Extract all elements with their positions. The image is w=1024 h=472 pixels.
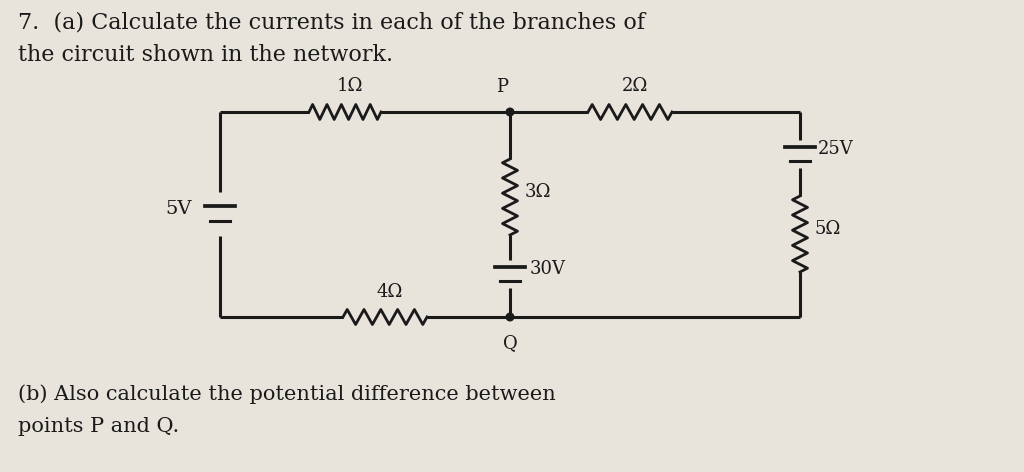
Text: 5V: 5V xyxy=(166,200,193,218)
Text: 3Ω: 3Ω xyxy=(525,183,552,201)
Text: 30V: 30V xyxy=(530,260,566,278)
Text: 7.  (a) Calculate the currents in each of the branches of: 7. (a) Calculate the currents in each of… xyxy=(18,12,645,34)
Text: 25V: 25V xyxy=(818,140,854,158)
Text: 1Ω: 1Ω xyxy=(337,77,364,95)
Text: 4Ω: 4Ω xyxy=(377,283,403,301)
Text: P: P xyxy=(496,78,508,96)
Text: 2Ω: 2Ω xyxy=(622,77,648,95)
Text: (b) Also calculate the potential difference between: (b) Also calculate the potential differe… xyxy=(18,384,556,404)
Circle shape xyxy=(506,313,514,321)
Text: 5Ω: 5Ω xyxy=(815,220,842,238)
Text: points P and Q.: points P and Q. xyxy=(18,417,179,436)
Text: Q: Q xyxy=(503,334,517,352)
Circle shape xyxy=(506,108,514,116)
Text: the circuit shown in the network.: the circuit shown in the network. xyxy=(18,44,393,66)
